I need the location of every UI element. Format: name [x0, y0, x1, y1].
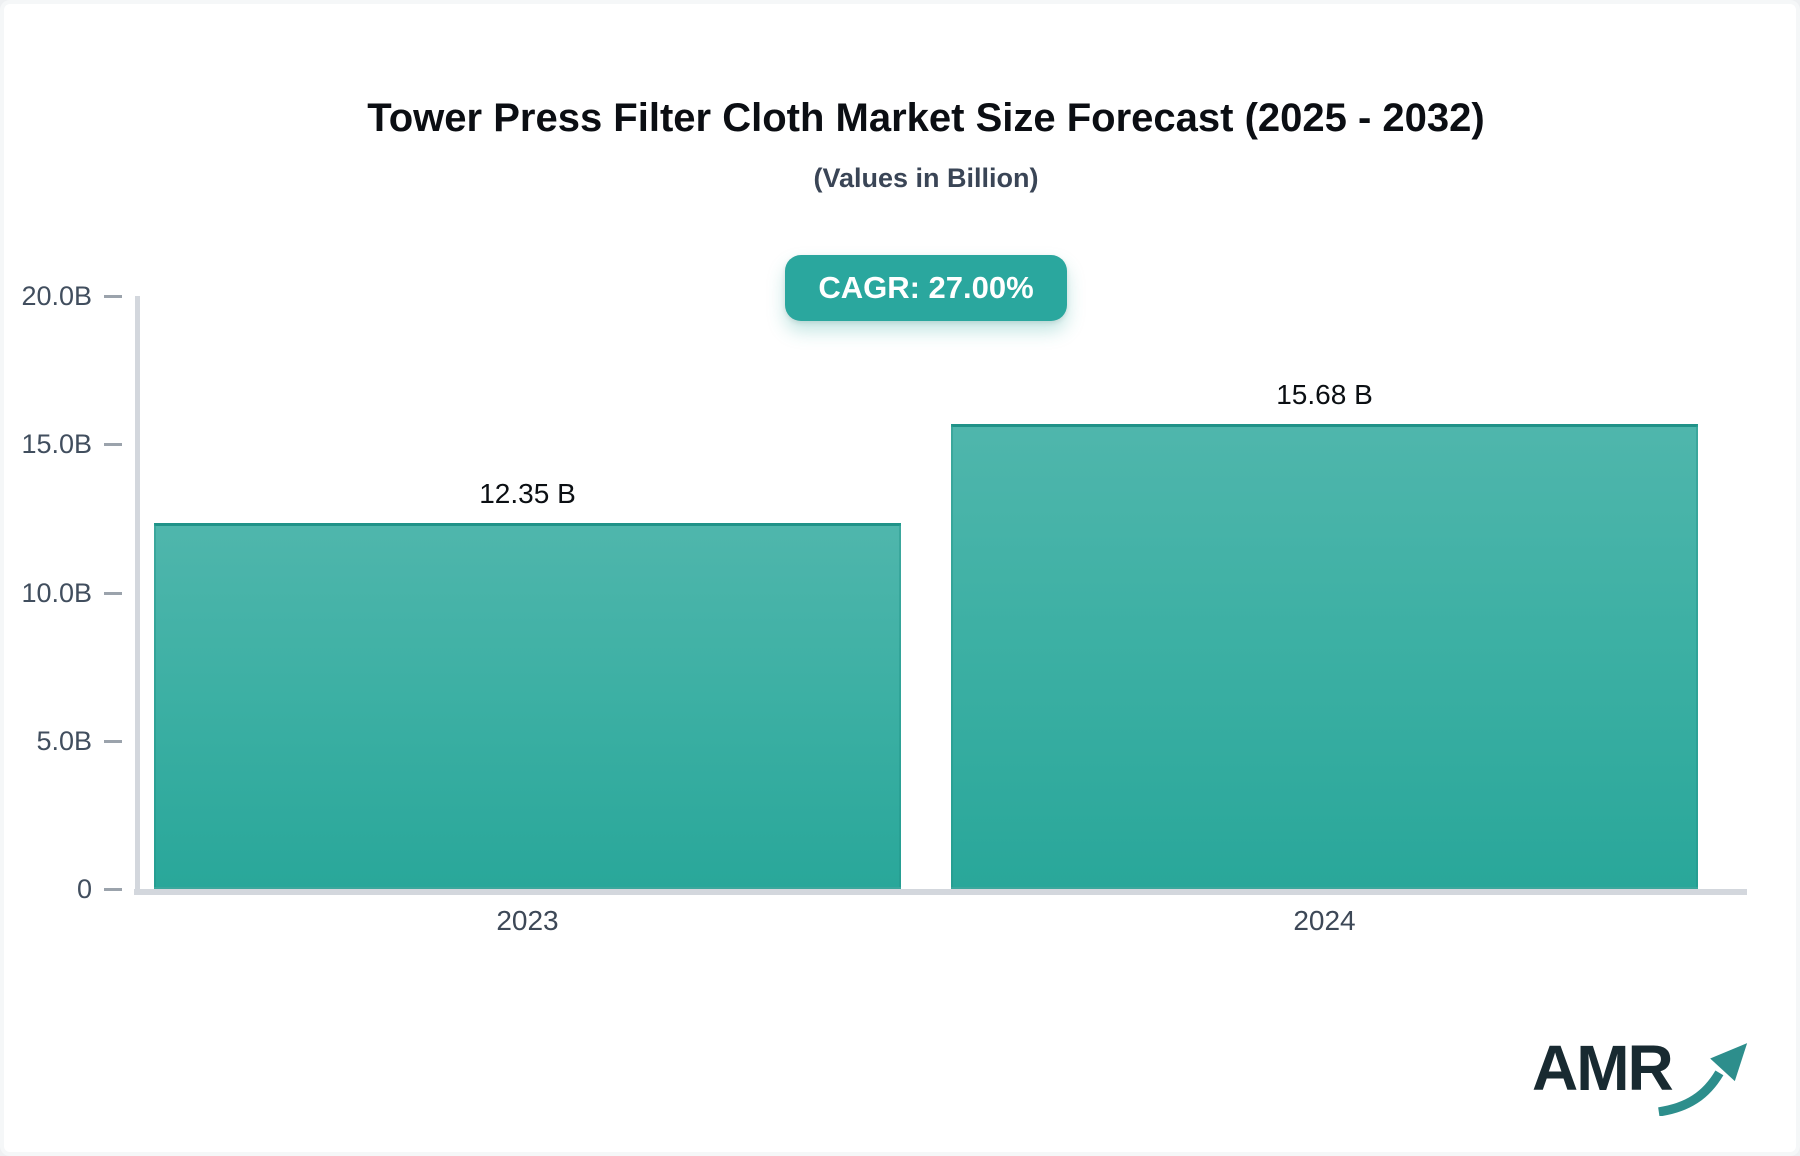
y-axis-tick-label: 15.0B [21, 429, 92, 460]
bar [951, 424, 1698, 889]
cagr-badge: CAGR: 27.00% [785, 255, 1067, 321]
y-axis-line [135, 296, 140, 893]
y-axis-tick-mark [104, 739, 122, 743]
y-axis-tick-label: 5.0B [36, 725, 92, 756]
y-axis-tick-mark [104, 591, 122, 595]
y-axis-tick-label: 20.0B [21, 281, 92, 311]
x-axis-category-label: 2024 [1293, 905, 1356, 936]
header: Tower Press Filter Cloth Market Size For… [56, 96, 1796, 194]
y-axis-tick-mark [104, 443, 122, 447]
x-axis-category-label: 2023 [496, 905, 559, 936]
chart-title: Tower Press Filter Cloth Market Size For… [367, 96, 1485, 140]
amr-logo-text: AMR [1532, 1032, 1674, 1104]
plot-area: 0 5.0B 10.0B 15.0B 20.0B 12.35 B 2023 15.68 B 20… [4, 4, 1796, 1152]
y-axis-tick-label: 0 [76, 874, 92, 904]
x-axis-baseline [134, 889, 1747, 895]
bar-value-label: 15.68 B [1276, 379, 1373, 411]
chart-subtitle: (Values in Billion) [813, 163, 1039, 193]
amr-logo: AMR [1532, 1036, 1752, 1116]
y-axis-tick-label: 10.0B [21, 577, 92, 608]
badge-row: CAGR: 27.00% [56, 255, 1796, 321]
y-axis-tick-mark [104, 888, 122, 891]
bar [154, 522, 901, 889]
bar-value-label: 12.35 B [479, 477, 576, 509]
growth-arrow-icon [1657, 1043, 1747, 1116]
y-axis-tick-mark [104, 295, 122, 298]
